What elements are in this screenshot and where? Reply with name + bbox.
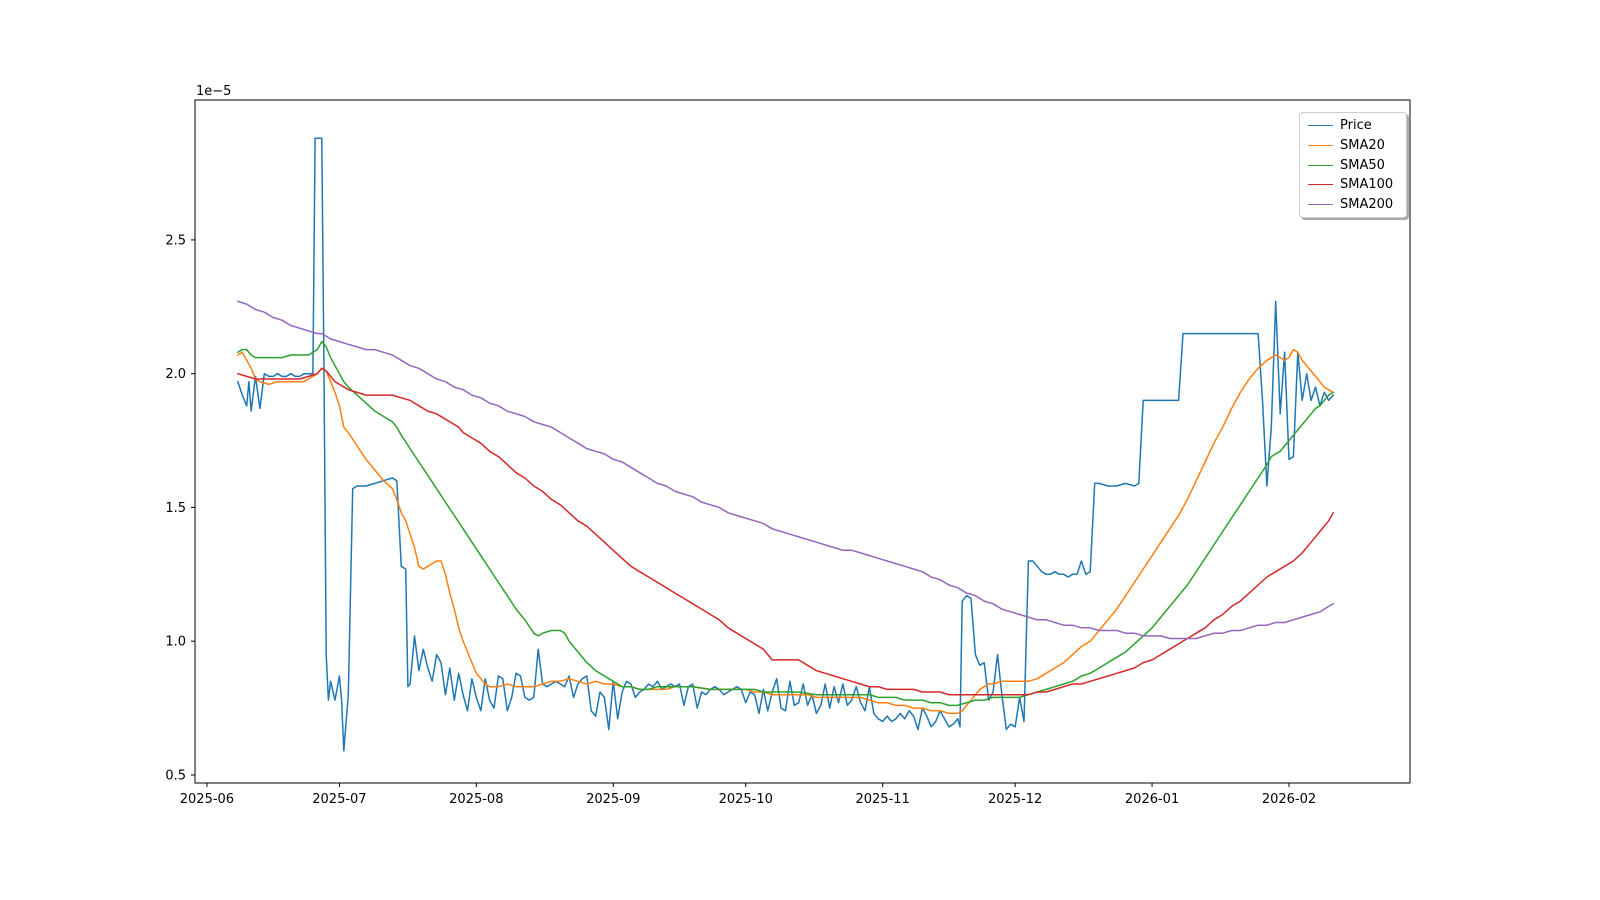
x-tick-label-2: 2025-08 xyxy=(449,792,503,807)
legend-label-sma200: SMA200 xyxy=(1340,197,1394,212)
legend-item-price: Price xyxy=(1308,119,1398,132)
y-axis-offset-label: 1e−5 xyxy=(196,84,232,99)
legend-line-sample-sma200 xyxy=(1308,204,1333,205)
x-tick-label-7: 2026-01 xyxy=(1125,792,1179,807)
legend-item-sma200: SMA200 xyxy=(1308,198,1398,211)
x-tick-label-3: 2025-09 xyxy=(586,792,640,807)
x-tick-label-0: 2025-06 xyxy=(180,792,234,807)
x-tick-label-8: 2026-02 xyxy=(1262,792,1316,807)
series-line-sma50 xyxy=(237,340,1334,707)
legend-label-sma50: SMA50 xyxy=(1340,157,1385,173)
y-tick-label-4: 2.5 xyxy=(165,233,186,248)
y-tick-label-3: 2.0 xyxy=(165,367,186,382)
legend: Price SMA20 SMA50 SMA100 SMA200 xyxy=(1299,112,1407,218)
x-tick-label-6: 2025-12 xyxy=(988,792,1042,807)
legend-label-sma100: SMA100 xyxy=(1340,177,1394,193)
legend-label-sma20: SMA20 xyxy=(1340,137,1385,153)
series-line-sma20 xyxy=(237,348,1334,715)
legend-item-sma50: SMA50 xyxy=(1308,159,1398,172)
legend-line-sample-sma20 xyxy=(1308,144,1333,146)
x-tick-label-5: 2025-11 xyxy=(855,792,909,807)
series-line-price xyxy=(237,137,1334,752)
legend-item-sma20: SMA20 xyxy=(1308,139,1398,152)
x-tick-label-1: 2025-07 xyxy=(312,792,366,807)
y-tick-label-0: 0.5 xyxy=(165,768,186,783)
legend-line-sample-sma100 xyxy=(1308,184,1333,186)
series-line-sma200 xyxy=(237,300,1334,640)
x-tick-label-4: 2025-10 xyxy=(719,792,773,807)
legend-line-sample-price xyxy=(1308,125,1333,126)
y-tick-label-1: 1.0 xyxy=(165,635,186,650)
y-tick-label-2: 1.5 xyxy=(165,501,186,516)
legend-line-sample-sma50 xyxy=(1308,164,1333,166)
legend-item-sma100: SMA100 xyxy=(1308,178,1398,191)
plot-border xyxy=(194,99,1411,784)
series-line-sma100 xyxy=(237,367,1334,696)
legend-label-price: Price xyxy=(1340,118,1372,133)
